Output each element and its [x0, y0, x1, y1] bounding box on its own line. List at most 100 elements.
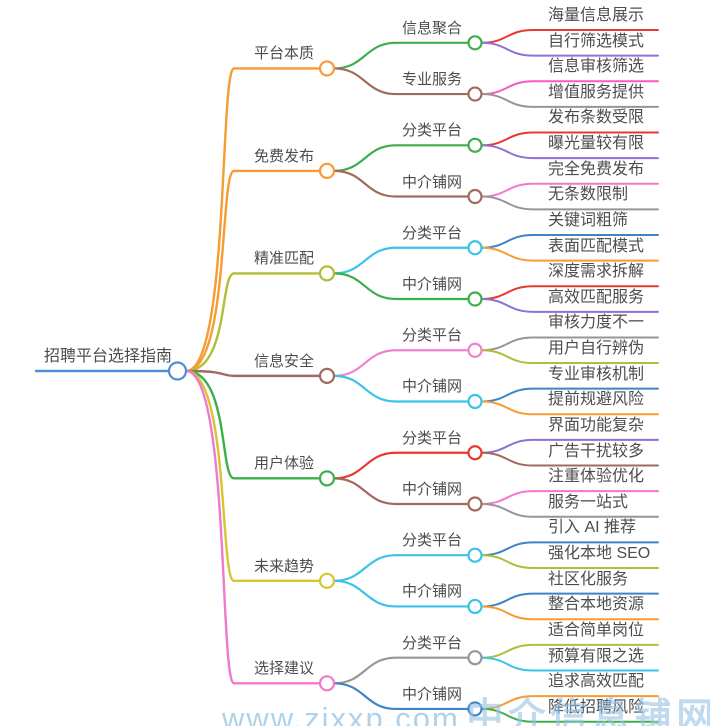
- node-toggle-icon[interactable]: [318, 367, 336, 384]
- sub-branch-line: [332, 451, 470, 480]
- leaf-line: [480, 246, 659, 262]
- node-toggle-icon[interactable]: [467, 291, 483, 307]
- leaf-line: [480, 502, 659, 518]
- sub-branch-line: [332, 477, 470, 506]
- node-toggle-icon[interactable]: [467, 547, 483, 563]
- leaf-label[interactable]: 审核力度不一: [548, 314, 645, 332]
- watermark-name: 中介信息铺网: [466, 696, 710, 726]
- sub-branch-label[interactable]: 分类平台: [402, 634, 463, 652]
- node-toggle-icon[interactable]: [318, 572, 336, 589]
- branch-label[interactable]: 平台本质: [254, 45, 315, 63]
- leaf-label[interactable]: 整合本地资源: [548, 596, 645, 614]
- leaf-label[interactable]: 预算有限之选: [548, 647, 645, 665]
- leaf-label[interactable]: 自行筛选模式: [548, 32, 645, 50]
- sub-branch-label[interactable]: 中介铺网: [402, 480, 463, 498]
- leaf-label[interactable]: 引入 AI 推荐: [548, 519, 637, 537]
- leaf-label[interactable]: 用户自行辨伪: [548, 340, 645, 358]
- sub-branch-label[interactable]: 分类平台: [402, 224, 463, 242]
- sub-branch-line: [332, 554, 470, 582]
- leaf-label[interactable]: 深度需求拆解: [548, 263, 645, 281]
- branch-label[interactable]: 选择建议: [254, 660, 315, 678]
- leaf-label[interactable]: 提前规避风险: [548, 391, 645, 409]
- leaf-label[interactable]: 强化本地 SEO: [548, 545, 651, 563]
- sub-branch-line: [332, 144, 470, 173]
- leaf-label[interactable]: 发布条数受限: [548, 109, 645, 127]
- node-toggle-icon[interactable]: [167, 361, 188, 381]
- leaf-label[interactable]: 界面功能复杂: [548, 416, 645, 434]
- sub-branch-label[interactable]: 分类平台: [402, 429, 463, 447]
- node-toggle-icon[interactable]: [467, 701, 483, 717]
- node-toggle-icon[interactable]: [467, 240, 483, 256]
- branch-label[interactable]: 精准匹配: [254, 250, 315, 268]
- leaf-label[interactable]: 适合简单岗位: [548, 621, 645, 639]
- branch-line: [184, 169, 324, 373]
- node-toggle-icon[interactable]: [467, 445, 483, 461]
- node-toggle-icon[interactable]: [467, 650, 483, 666]
- leaf-label[interactable]: 广告干扰较多: [548, 442, 645, 460]
- branch-line: [184, 369, 324, 685]
- sub-branch-label[interactable]: 信息聚合: [402, 19, 463, 37]
- sub-branch-label[interactable]: 中介铺网: [402, 583, 463, 601]
- leaf-label[interactable]: 降低招聘风险: [548, 698, 645, 716]
- sub-branch-label[interactable]: 分类平台: [402, 122, 463, 140]
- watermark: www.zjxxp.com 中介信息铺网: [222, 686, 710, 726]
- node-toggle-icon[interactable]: [318, 470, 336, 487]
- sub-branch-label[interactable]: 分类平台: [402, 532, 463, 550]
- leaf-label[interactable]: 曝光量较有限: [548, 135, 645, 153]
- sub-branch-line: [332, 682, 470, 711]
- branch-line: [184, 369, 324, 378]
- root-label[interactable]: 招聘平台选择指南: [44, 348, 173, 365]
- sub-branch-label[interactable]: 中介铺网: [402, 685, 463, 703]
- node-toggle-icon[interactable]: [467, 496, 483, 512]
- leaf-line: [480, 298, 659, 313]
- leaf-label[interactable]: 海量信息展示: [548, 7, 645, 24]
- leaf-label[interactable]: 表面匹配模式: [548, 237, 645, 255]
- leaf-label[interactable]: 增值服务提供: [548, 83, 645, 101]
- node-toggle-icon[interactable]: [318, 162, 336, 180]
- leaf-label[interactable]: 高效匹配服务: [548, 288, 645, 306]
- sub-branch-line: [332, 374, 470, 403]
- leaf-label[interactable]: 追求高效匹配: [548, 673, 645, 691]
- branch-line: [184, 67, 324, 373]
- sub-branch-line: [332, 349, 470, 377]
- node-toggle-icon[interactable]: [467, 393, 483, 410]
- leaf-line: [480, 93, 659, 108]
- leaf-line: [480, 349, 659, 365]
- leaf-label[interactable]: 完全免费发布: [548, 160, 645, 178]
- leaf-label[interactable]: 关键词粗筛: [548, 211, 629, 229]
- leaf-line: [480, 144, 659, 160]
- branch-label[interactable]: 信息安全: [254, 352, 315, 370]
- node-toggle-icon[interactable]: [318, 265, 336, 282]
- branch-label[interactable]: 未来趋势: [254, 557, 315, 575]
- branch-label[interactable]: 用户体验: [254, 455, 315, 473]
- sub-branch-label[interactable]: 中介铺网: [402, 378, 463, 396]
- branch-label[interactable]: 免费发布: [254, 147, 315, 165]
- sub-branch-label[interactable]: 专业服务: [402, 71, 463, 89]
- leaf-label[interactable]: 注重体验优化: [548, 468, 645, 486]
- leaf-label[interactable]: 服务一站式: [548, 493, 629, 511]
- leaf-label[interactable]: 社区化服务: [548, 570, 629, 588]
- sub-branch-label[interactable]: 中介铺网: [402, 173, 463, 191]
- node-toggle-icon[interactable]: [467, 86, 483, 102]
- sub-branch-line: [332, 67, 470, 96]
- branch-line: [184, 369, 324, 583]
- sub-branch-line: [332, 246, 470, 275]
- node-toggle-icon[interactable]: [318, 675, 336, 692]
- leaf-label[interactable]: 无条数限制: [548, 186, 629, 204]
- node-toggle-icon[interactable]: [467, 137, 483, 153]
- leaf-line: [480, 554, 659, 570]
- leaf-line: [480, 656, 659, 672]
- leaf-label[interactable]: 专业审核机制: [548, 365, 645, 383]
- branch-line: [184, 369, 324, 480]
- sub-branch-label[interactable]: 分类平台: [402, 327, 463, 345]
- node-toggle-icon[interactable]: [318, 60, 336, 77]
- sub-branch-line: [332, 272, 470, 301]
- sub-branch-label[interactable]: 中介铺网: [402, 276, 463, 293]
- leaf-line: [480, 400, 659, 416]
- node-toggle-icon[interactable]: [467, 342, 483, 358]
- node-toggle-icon[interactable]: [467, 598, 483, 615]
- sub-branch-line: [332, 41, 470, 70]
- node-toggle-icon[interactable]: [467, 35, 483, 51]
- leaf-label[interactable]: 信息审核筛选: [548, 58, 645, 76]
- node-toggle-icon[interactable]: [467, 188, 483, 205]
